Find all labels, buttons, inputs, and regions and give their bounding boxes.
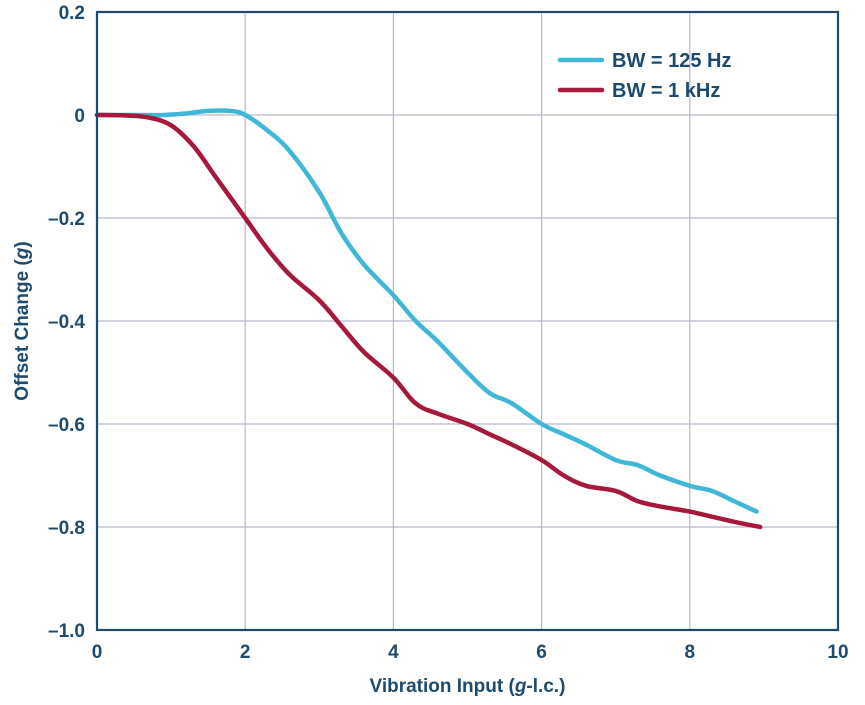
y-tick-label: 0 [74, 106, 85, 127]
x-tick-label: 0 [92, 642, 103, 663]
y-tick-label: 0.2 [59, 3, 85, 24]
y-tick-label: –0.2 [48, 209, 85, 230]
x-tick-label: 10 [827, 642, 848, 663]
offset-vs-vibration-chart: 0 2 4 6 8 10 0.2 0 –0.2 –0.4 –0.6 –0.8 –1.0 Vibration… [0, 0, 865, 705]
y-tick-label: –0.8 [48, 518, 85, 539]
svg-text:Vibration Input (g-l.c.): Vibration Input (g-l.c.) [370, 676, 566, 697]
x-tick-label: 6 [536, 642, 547, 663]
x-tick-label: 8 [685, 642, 696, 663]
y-tick-label: –0.6 [48, 415, 85, 436]
y-axis-label: Offset Change (g) [12, 241, 33, 400]
y-tick-label: –1.0 [48, 621, 85, 642]
chart-svg: 0 2 4 6 8 10 0.2 0 –0.2 –0.4 –0.6 –0.8 –1.0 Vibration… [0, 0, 865, 705]
x-tick-label: 2 [240, 642, 251, 663]
x-tick-label: 4 [388, 642, 399, 663]
y-tick-label: –0.4 [48, 312, 85, 333]
legend-label: BW = 1 kHz [612, 80, 720, 102]
legend-label: BW = 125 Hz [612, 50, 731, 72]
x-axis-label: Vibration Input (g-l.c.) [370, 676, 566, 697]
